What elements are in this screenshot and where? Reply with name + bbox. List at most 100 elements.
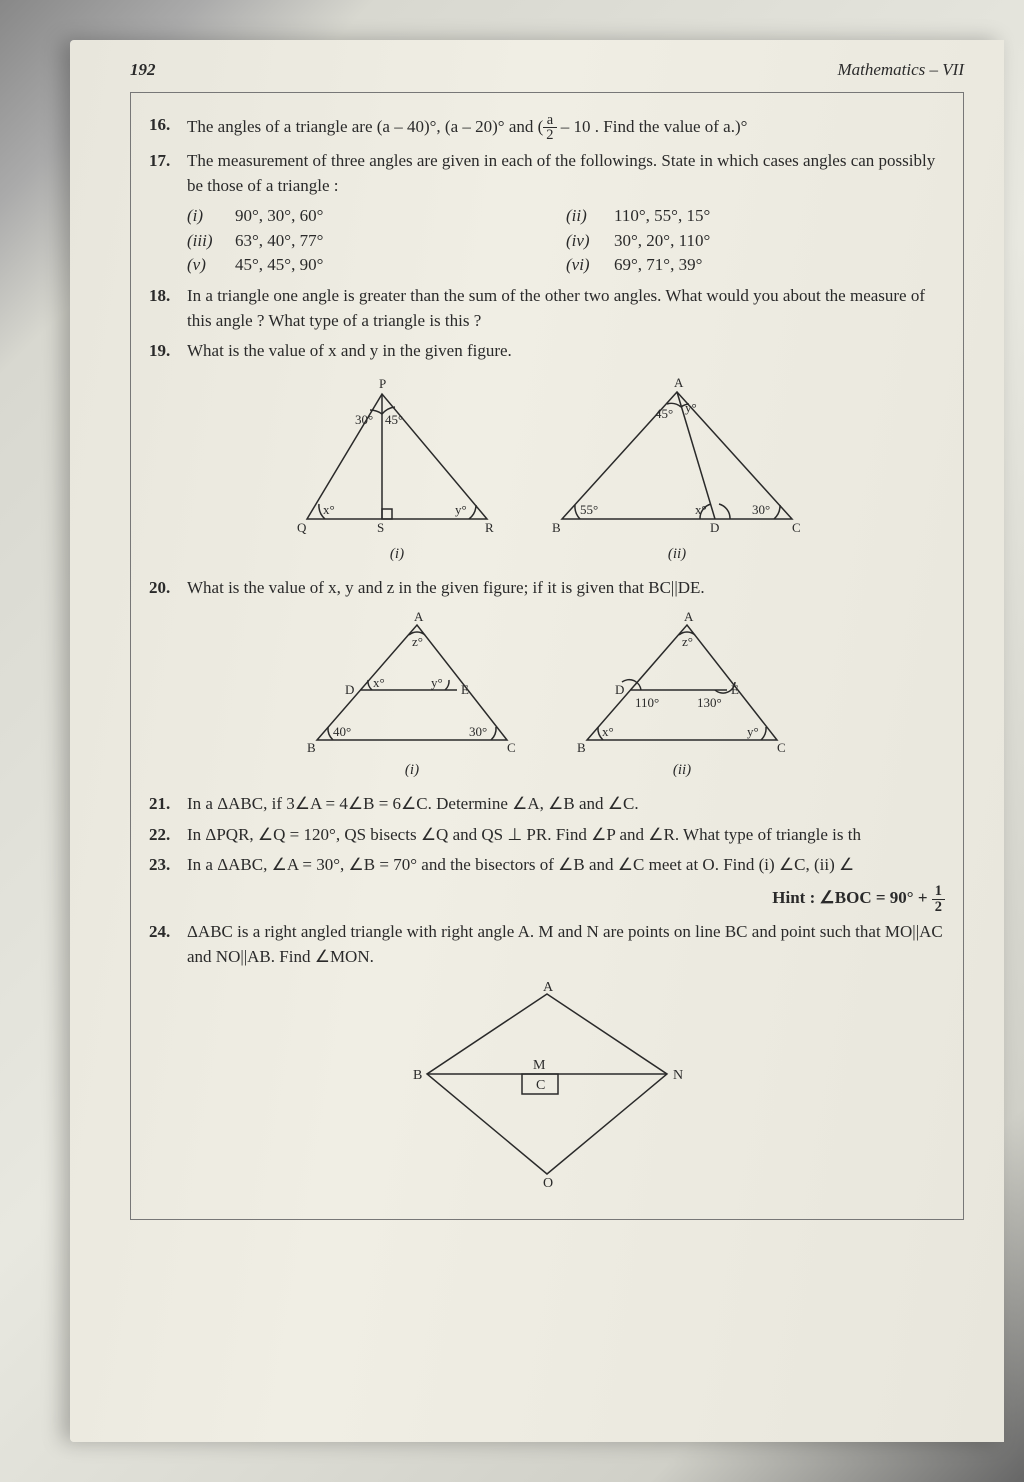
lbl-C: C [777,740,786,755]
opt-val: 90°, 30°, 60° [235,204,323,229]
q16: 16. The angles of a triangle are (a – 40… [149,113,945,143]
q17-opt-vi: (vi)69°, 71°, 39° [566,253,945,278]
q22-text: In ΔPQR, ∠Q = 120°, QS bisects ∠Q and QS… [187,823,945,848]
q23: 23. In a ΔABC, ∠A = 30°, ∠B = 70° and th… [149,853,945,878]
q17-opt-i: (i)90°, 30°, 60° [187,204,566,229]
lbl-z: z° [682,634,693,649]
lbl-30: 30° [469,724,487,739]
q16-num: 16. [149,113,187,143]
lbl-45: 45° [385,412,403,427]
q20-fig-i-cap: (i) [297,760,527,782]
q21-num: 21. [149,792,187,817]
lbl-B: B [577,740,586,755]
q19-fig-ii-cap: (ii) [547,544,807,566]
lbl-C: C [792,520,801,535]
q16-text-b: – 10 . Find the value of a. [557,117,735,136]
q23-num: 23. [149,853,187,878]
page: 192 Mathematics – VII 16. The angles of … [70,40,1004,1442]
q17-options: (i)90°, 30°, 60° (ii)110°, 55°, 15° (iii… [187,204,945,278]
q20: 20. What is the value of x, y and z in t… [149,576,945,601]
page-number: 192 [130,60,156,80]
lbl-P: P [379,376,386,391]
q17-text: The measurement of three angles are give… [187,149,945,198]
q19-num: 19. [149,339,187,364]
lbl-N: N [673,1068,683,1083]
q23-text: In a ΔABC, ∠A = 30°, ∠B = 70° and the bi… [187,853,945,878]
lbl-45: 45° [655,406,673,421]
q17-opt-v: (v)45°, 45°, 90° [187,253,566,278]
q19-fig-ii: A B C D 45° y° 55° x° 30° (ii) [547,374,807,566]
opt-val: 110°, 55°, 15° [614,204,710,229]
q23-hint: Hint : ∠BOC = 90° + 12 [149,884,945,914]
q17-opt-iv: (iv)30°, 20°, 110° [566,229,945,254]
q24-fig: A B N M C O [387,979,707,1189]
lbl-A: A [414,610,424,624]
opt-label: (iv) [566,229,614,254]
q17: 17. The measurement of three angles are … [149,149,945,198]
q24-num: 24. [149,920,187,969]
q22: 22. In ΔPQR, ∠Q = 120°, QS bisects ∠Q an… [149,823,945,848]
lbl-30: 30° [752,502,770,517]
lbl-E: E [731,682,739,697]
q20-fig-i: A B C D E z° x° y° 40° 30° (i) [297,610,527,782]
lbl-A: A [674,375,684,390]
lbl-O: O [543,1176,553,1189]
q19-svg-i: P Q R S 30° 45° x° y° [287,374,507,544]
q19-fig-i-cap: (i) [287,544,507,566]
hint-eq: ∠BOC = 90° + [820,888,932,907]
q24: 24. ΔABC is a right angled triangle with… [149,920,945,969]
lbl-A: A [684,610,694,624]
opt-val: 45°, 45°, 90° [235,253,323,278]
lbl-y: y° [455,502,467,517]
q24-text: ΔABC is a right angled triangle with rig… [187,920,945,969]
lbl-C: C [536,1078,545,1093]
lbl-A: A [543,980,554,995]
opt-val: 69°, 71°, 39° [614,253,702,278]
lbl-D: D [345,682,354,697]
q20-fig-ii-cap: (ii) [567,760,797,782]
q18-num: 18. [149,284,187,333]
q19: 19. What is the value of x and y in the … [149,339,945,364]
q20-svg-ii: A B C D E z° 110° 130° x° y° [567,610,797,760]
lbl-x: x° [323,502,335,517]
lbl-B: B [413,1068,422,1083]
lbl-55: 55° [580,502,598,517]
hint-frac-n: 1 [932,884,945,899]
opt-val: 30°, 20°, 110° [614,229,710,254]
opt-label: (v) [187,253,235,278]
hint-frac-d: 2 [932,900,945,914]
q19-svg-ii: A B C D 45° y° 55° x° 30° [547,374,807,544]
q16-frac-n: a [543,113,556,128]
q24-figure: A B N M C O [149,979,945,1189]
lbl-30: 30° [355,412,373,427]
q16-text: The angles of a triangle are (a – 40)°, … [187,113,945,143]
opt-val: 63°, 40°, 77° [235,229,323,254]
hint-label: Hint : [772,888,815,907]
opt-label: (ii) [566,204,614,229]
q17-opt-iii: (iii)63°, 40°, 77° [187,229,566,254]
lbl-x: x° [695,502,707,517]
q24-svg: A B N M C O [387,979,707,1189]
q19-text: What is the value of x and y in the give… [187,339,945,364]
opt-label: (i) [187,204,235,229]
lbl-x: x° [373,675,385,690]
lbl-R: R [485,520,494,535]
lbl-B: B [307,740,316,755]
q20-fig-ii: A B C D E z° 110° 130° x° y° (ii) [567,610,797,782]
q19-fig-i: P Q R S 30° 45° x° y° (i) [287,374,507,566]
page-header: 192 Mathematics – VII [130,60,964,80]
lbl-Q: Q [297,520,307,535]
lbl-y: y° [685,400,697,415]
lbl-D: D [710,520,719,535]
lbl-40: 40° [333,724,351,739]
lbl-C: C [507,740,516,755]
opt-label: (iii) [187,229,235,254]
q16-text-a: The angles of a triangle are (a – 40)°, … [187,117,538,136]
q22-num: 22. [149,823,187,848]
lbl-x: x° [602,724,614,739]
q17-num: 17. [149,149,187,198]
lbl-130: 130° [697,695,722,710]
opt-label: (vi) [566,253,614,278]
q20-svg-i: A B C D E z° x° y° 40° 30° [297,610,527,760]
q21-text: In a ΔABC, if 3∠A = 4∠B = 6∠C. Determine… [187,792,945,817]
